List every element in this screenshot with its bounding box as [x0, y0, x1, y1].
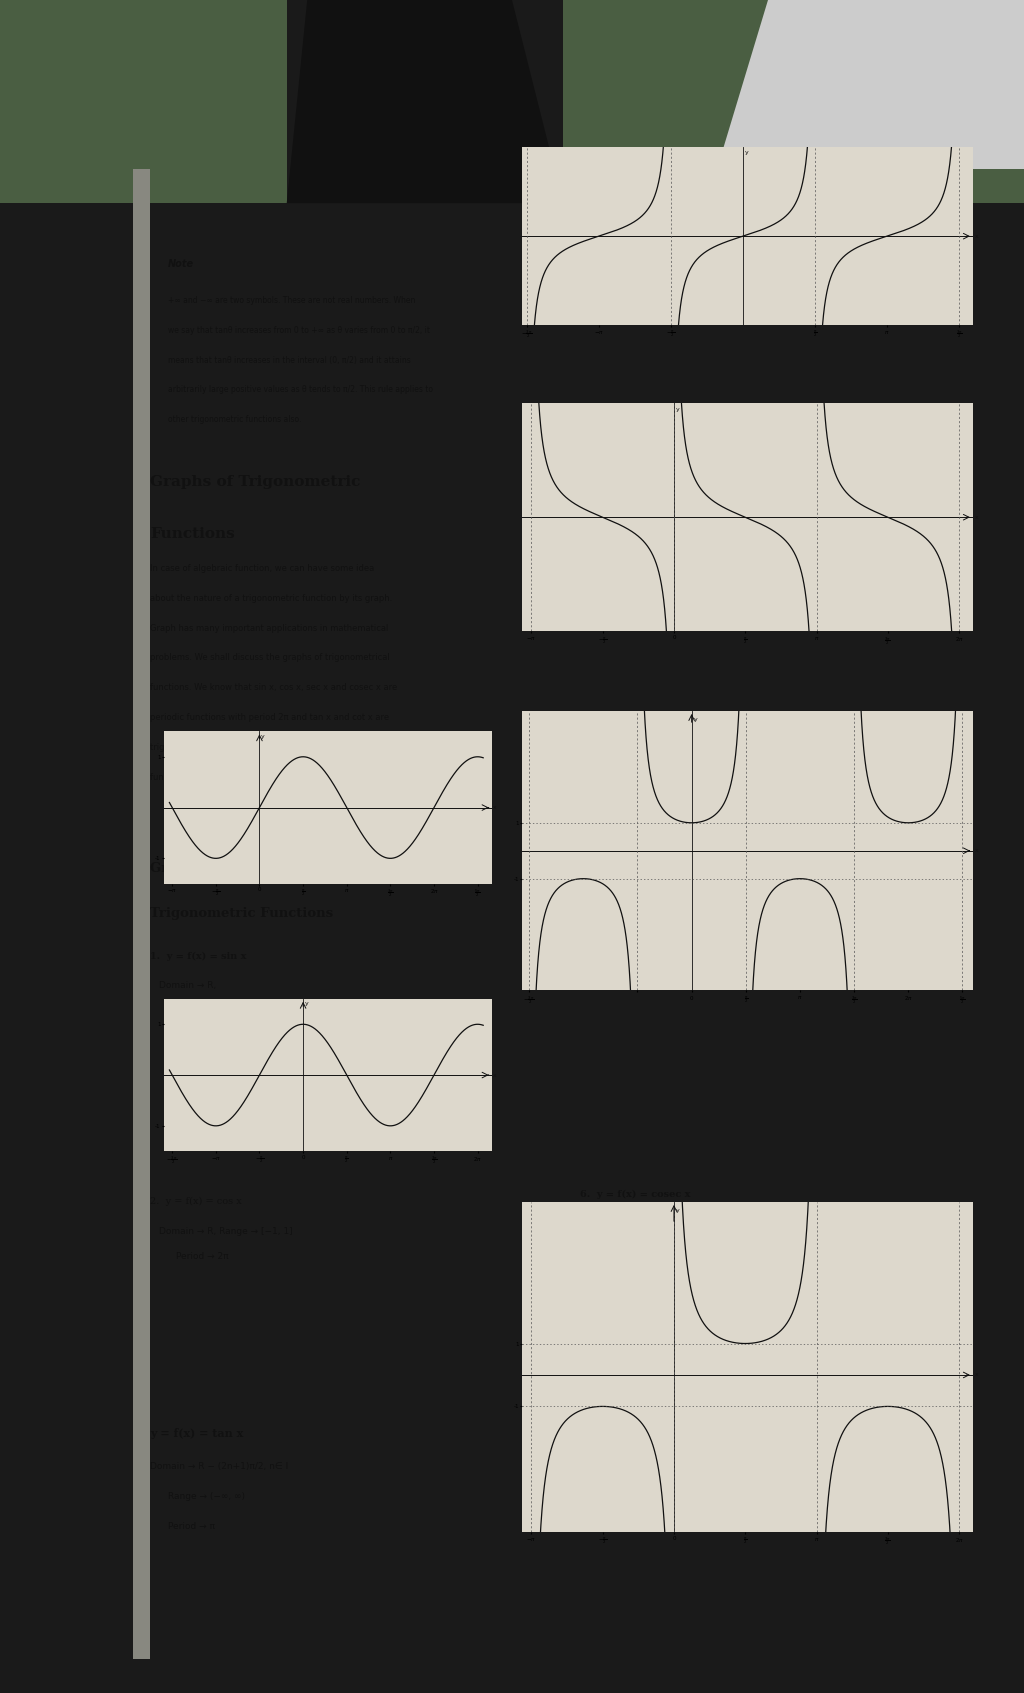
Bar	[116, 169, 151, 1659]
Text: Functions: Functions	[151, 527, 236, 540]
Text: Domain → R − (2n+1)π/2, n∈ I: Domain → R − (2n+1)π/2, n∈ I	[589, 892, 712, 901]
Text: Period → π: Period → π	[168, 1522, 214, 1530]
Text: +∞ and −∞ are two symbols. These are not real numbers. When: +∞ and −∞ are two symbols. These are not…	[168, 296, 415, 305]
Text: 1.  y = f(x) = sin x: 1. y = f(x) = sin x	[151, 951, 247, 960]
Text: about the nature of a trigonometric function by its graph.: about the nature of a trigonometric func…	[151, 594, 392, 603]
Text: π,: π,	[589, 530, 596, 538]
Text: Chap 01   Trigonometric Functions and Identities   13: Chap 01 Trigonometric Functions and Iden…	[727, 207, 968, 215]
Text: x: x	[975, 515, 979, 520]
Polygon shape	[563, 0, 1024, 203]
Text: Range → (−∞, −1]∪[1, ∞): Range → (−∞, −1]∪[1, ∞)	[589, 1244, 691, 1255]
Text: Range → (−∞, ∞): Range → (−∞, ∞)	[168, 1492, 245, 1502]
Text: periodic functions with period 2π and tan x and cot x are: periodic functions with period 2π and ta…	[151, 713, 389, 723]
Text: means that tanθ increases in the interval (0, π/2) and it attains: means that tanθ increases in the interva…	[168, 356, 411, 364]
Text: y: y	[676, 406, 680, 411]
Text: x: x	[493, 1073, 497, 1077]
Text: y: y	[261, 735, 264, 738]
Text: Domain → R − (2n+1)π/2, n∈ I: Domain → R − (2n+1)π/2, n∈ I	[151, 1463, 289, 1471]
Text: x: x	[975, 1373, 979, 1378]
Text: Note: Note	[168, 259, 194, 269]
Text: Range → (−∞, −1]∪[1, ∞): Range → (−∞, −1]∪[1, ∞)	[589, 918, 691, 926]
Text: Graph has many important applications in mathematical: Graph has many important applications in…	[151, 623, 389, 633]
Text: 5.  y = f(x) = sec x: 5. y = f(x) = sec x	[581, 862, 679, 872]
Text: Domain → R, Range → [−1, 1]: Domain → R, Range → [−1, 1]	[159, 1227, 293, 1236]
Text: Domain → R − nπ, n∈ I; Range → (−∞, ∞); Period →: Domain → R − nπ, n∈ I; Range → (−∞, ∞); …	[589, 505, 794, 513]
Text: x: x	[975, 848, 978, 853]
Text: Trigonometric Functions: Trigonometric Functions	[151, 907, 334, 919]
Text: problems. We shall discuss the graphs of trigonometrical: problems. We shall discuss the graphs of…	[151, 653, 390, 662]
Text: x: x	[975, 234, 979, 239]
Text: trigonometric functions of period π. Also if the period of: trigonometric functions of period π. Als…	[151, 743, 385, 752]
Text: function f(x) is T, then period of f(ax + b) is: function f(x) is T, then period of f(ax …	[151, 772, 333, 782]
Text: Period → 2π: Period → 2π	[176, 1253, 228, 1261]
Text: |a|: |a|	[419, 813, 432, 823]
Text: Period → 2π, sec² x, |sec x|∈[1, ∞): Period → 2π, sec² x, |sec x|∈[1, ∞)	[589, 943, 726, 951]
Text: Domain → R − nπ, n∈ I;: Domain → R − nπ, n∈ I;	[589, 1219, 683, 1229]
Polygon shape	[287, 0, 563, 203]
Text: other trigonometric functions also.: other trigonometric functions also.	[168, 415, 301, 425]
Polygon shape	[717, 0, 1024, 169]
Text: 4.  y = f(x) = cot x: 4. y = f(x) = cot x	[581, 474, 678, 484]
Text: Period → 2π, cosec² x, |cosec x|∈[1, ∞): Period → 2π, cosec² x, |cosec x|∈[1, ∞)	[589, 1270, 744, 1280]
Text: y: y	[304, 1001, 308, 1006]
Text: arbitrarily large positive values as θ tends to π/2. This rule applies to: arbitrarily large positive values as θ t…	[168, 386, 432, 394]
Text: 2.  y = f(x) = cos x: 2. y = f(x) = cos x	[151, 1197, 242, 1207]
Text: y: y	[745, 151, 749, 156]
Text: In case of algebraic function, we can have some idea: In case of algebraic function, we can ha…	[151, 564, 375, 574]
Polygon shape	[0, 0, 287, 203]
Text: functions. We know that sin x, cos x, sec x and cosec x are: functions. We know that sin x, cos x, se…	[151, 684, 397, 692]
Text: y = f(x) = tan x: y = f(x) = tan x	[151, 1429, 244, 1439]
Text: Graphs of Trigonometric: Graphs of Trigonometric	[151, 474, 360, 489]
Text: T: T	[423, 792, 428, 802]
Text: Range → [−1, 1]: Range → [−1, 1]	[176, 1007, 250, 1016]
Text: we say that tanθ increases from 0 to +∞ as θ varies from 0 to π/2, it: we say that tanθ increases from 0 to +∞ …	[168, 325, 429, 335]
Text: x: x	[493, 806, 497, 809]
Text: y: y	[676, 1209, 680, 1214]
Text: Domain → R,: Domain → R,	[159, 982, 216, 990]
Text: Period → 2π: Period → 2π	[176, 1033, 228, 1041]
Text: y: y	[693, 716, 697, 721]
Text: Graph and Other Useful Data of: Graph and Other Useful Data of	[151, 862, 385, 875]
Text: 6.  y = f(x) = cosec x: 6. y = f(x) = cosec x	[581, 1190, 691, 1199]
